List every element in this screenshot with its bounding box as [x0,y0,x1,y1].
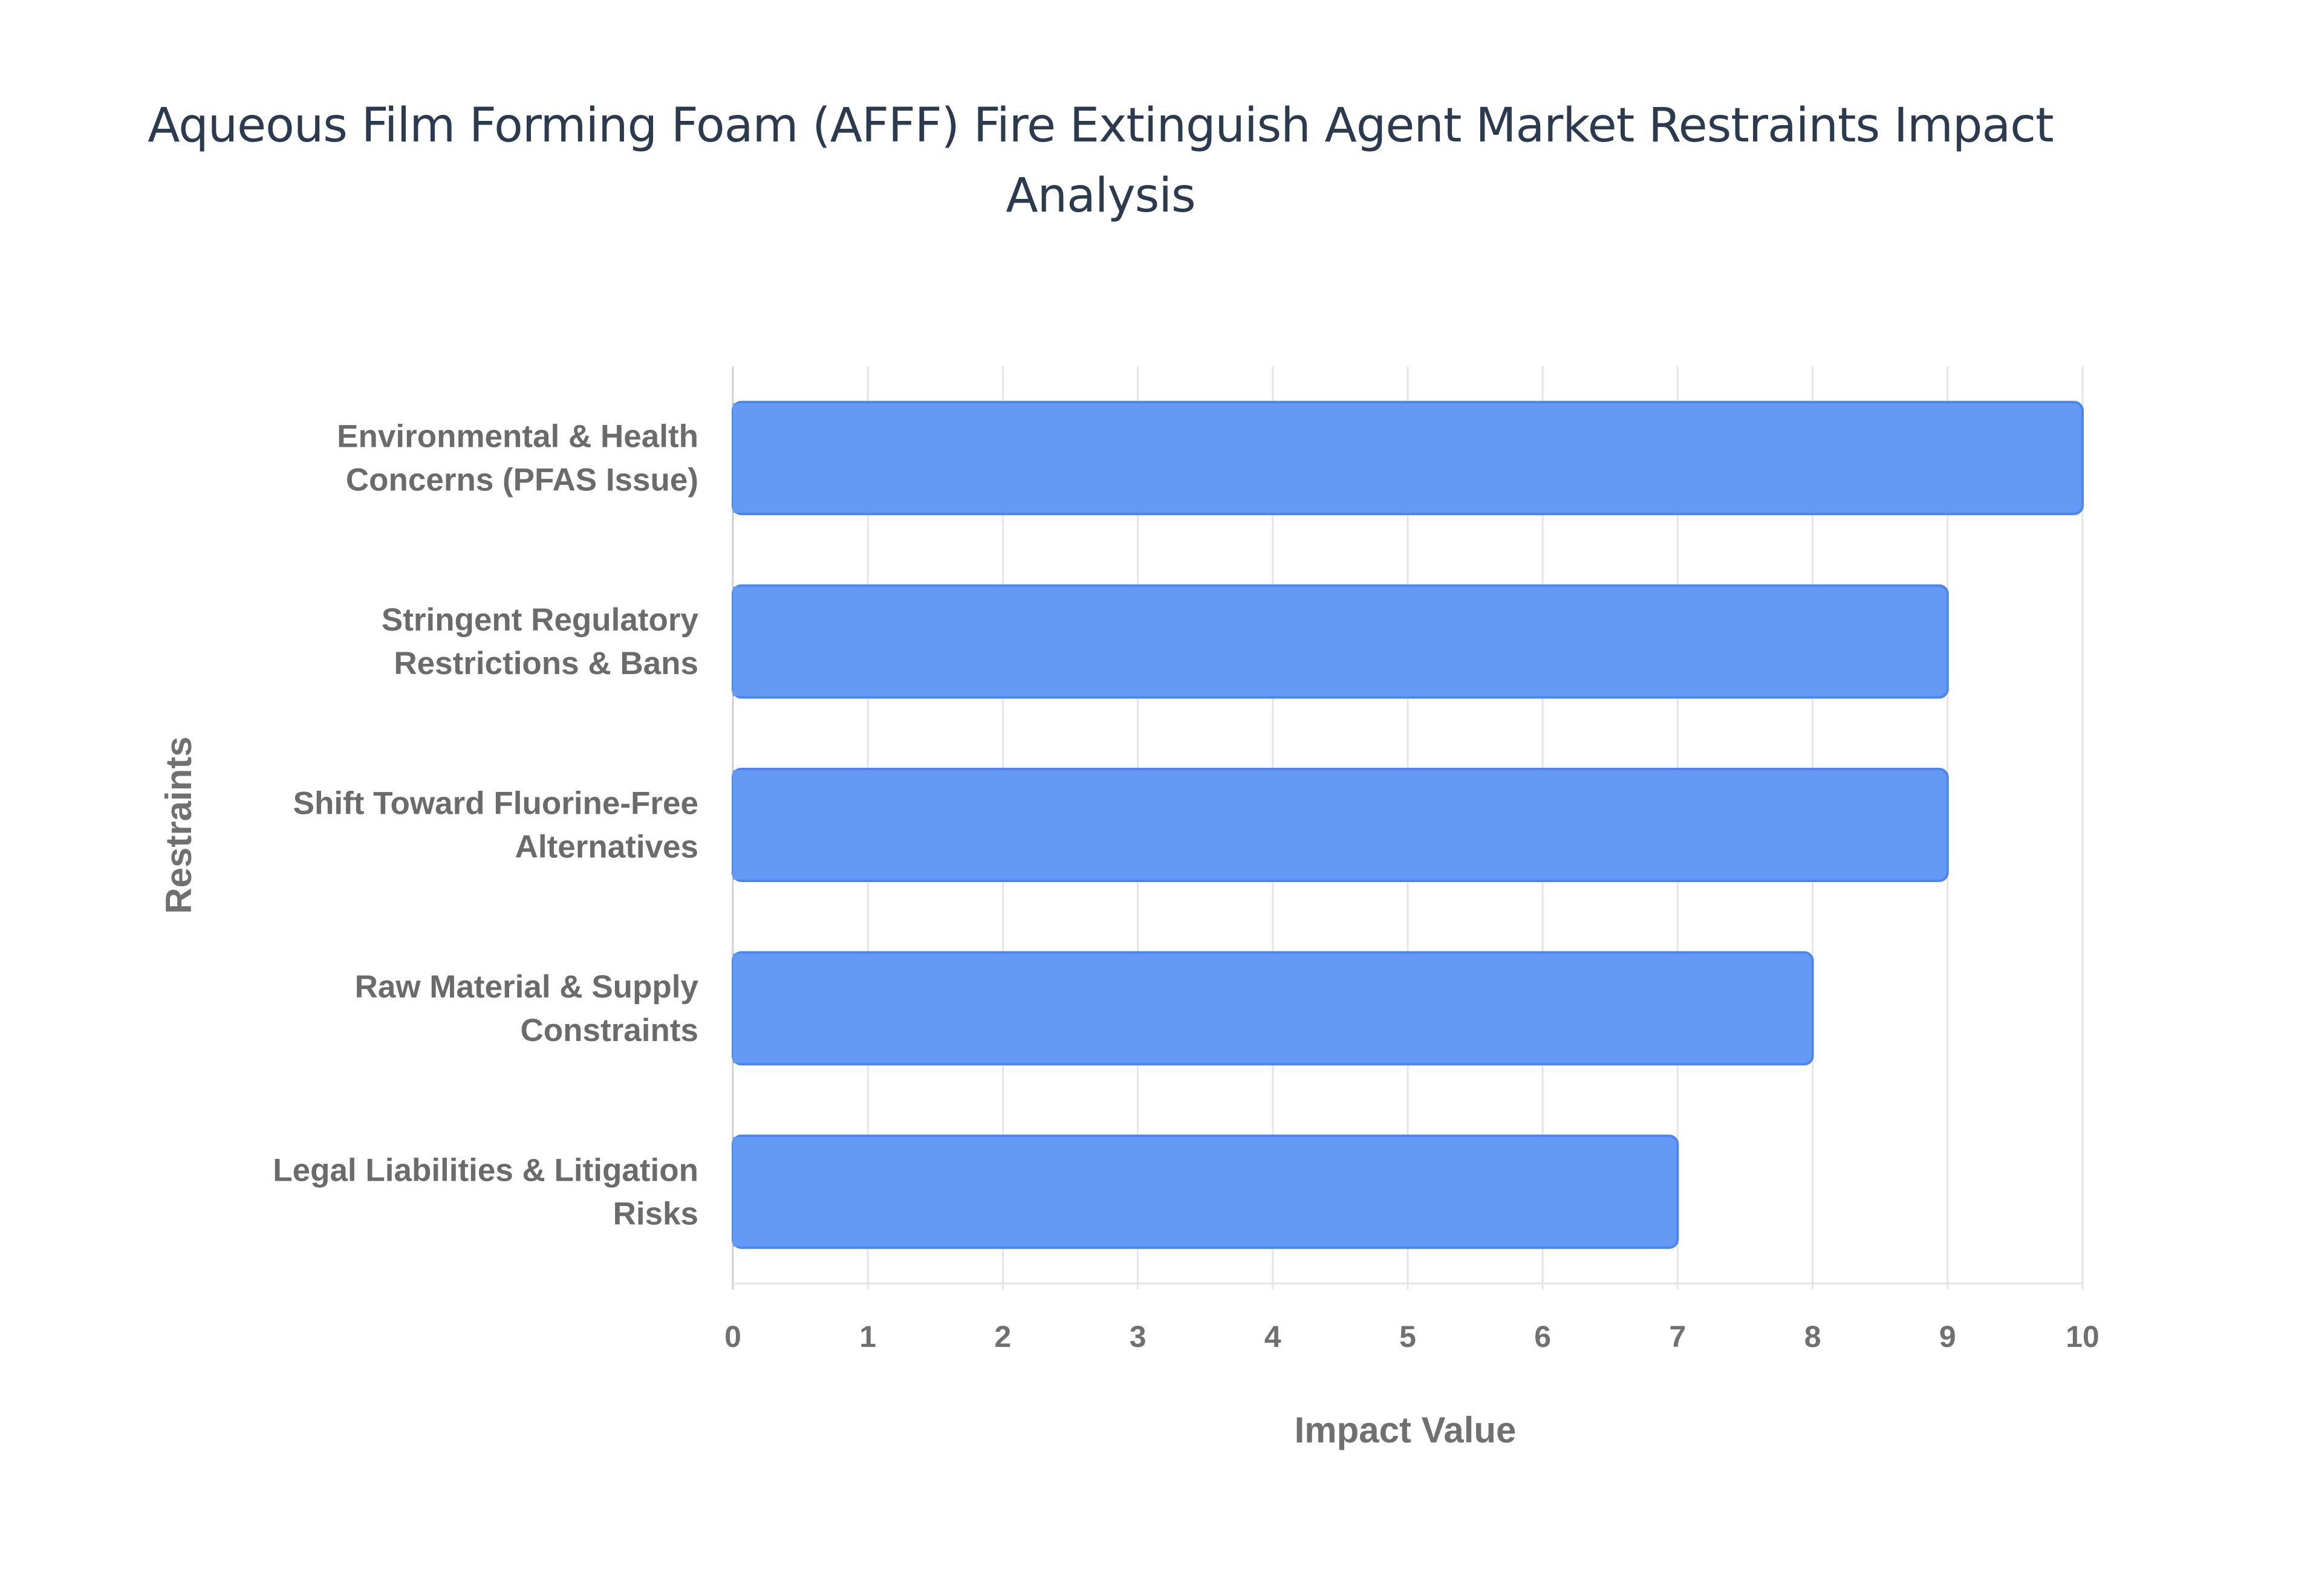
y-axis-title: Restraints [158,736,199,913]
x-tick-label: 8 [1804,1320,1821,1354]
bar [732,401,2084,516]
category-label: Legal Liabilities & Litigation [273,1152,698,1188]
category-labels: Environmental & Health Concerns (PFAS Iss… [273,419,698,1232]
bar-left-edge [733,586,751,696]
bar-left-edge [733,770,751,880]
chart-title: Aqueous Film Forming Foam (AFFF) Fire Ex… [0,91,2201,231]
category-label: Environmental & Health [337,419,698,455]
category-label: Constraints [521,1013,698,1048]
x-tick-label: 4 [1264,1320,1281,1354]
bar [732,1134,1679,1249]
category-label: Shift Toward Fluorine-Free [293,786,698,822]
x-tick-label: 3 [1130,1320,1146,1354]
bar-left-edge [733,403,751,513]
category-label: Restrictions & Bans [394,646,698,681]
bar [732,951,1814,1066]
bars [732,401,2084,1249]
x-tick-label: 9 [1939,1320,1956,1354]
x-tick-label: 0 [724,1320,741,1354]
category-label: Raw Material & Supply [355,969,699,1005]
x-tick-labels: 0 1 2 3 4 5 6 7 8 9 10 [724,1320,2099,1354]
x-tick-label: 10 [2066,1320,2099,1354]
x-tick-label: 7 [1669,1320,1686,1354]
bar [732,767,1949,883]
category-label: Risks [613,1196,698,1231]
bar-left-edge [733,1137,751,1247]
category-label: Alternatives [515,829,698,865]
x-tick-label: 6 [1534,1320,1551,1354]
chart-title-line-1: Aqueous Film Forming Foam (AFFF) Fire Ex… [148,99,2054,153]
bar [732,584,1949,699]
chart-title-line-2: Analysis [1006,169,1195,223]
x-tick-label: 2 [994,1320,1011,1354]
category-label: Stringent Regulatory [382,602,699,638]
x-axis-title: Impact Value [1295,1410,1517,1450]
bar-left-edge [733,953,751,1063]
x-tick-label: 5 [1399,1320,1416,1354]
category-label: Concerns (PFAS Issue) [346,462,698,498]
x-tick-label: 1 [859,1320,876,1354]
